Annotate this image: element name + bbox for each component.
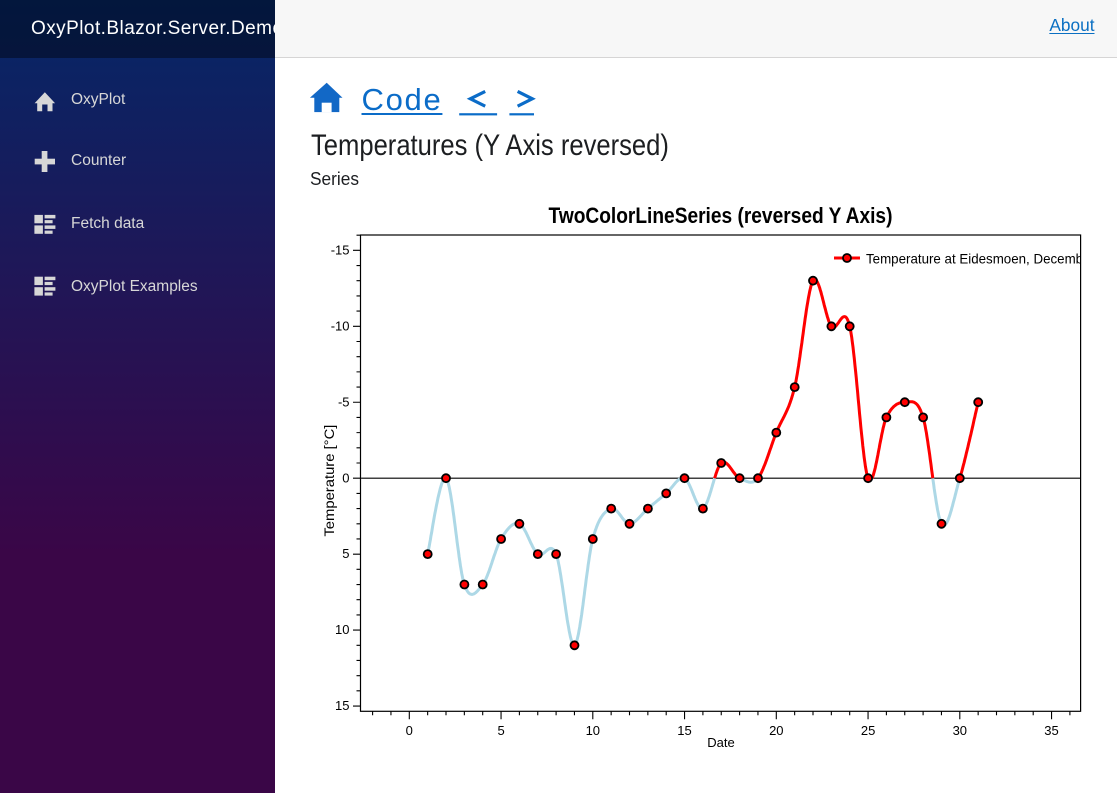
- svg-text:-5: -5: [338, 394, 350, 409]
- svg-text:TwoColorLineSeries (reversed Y: TwoColorLineSeries (reversed Y Axis): [549, 203, 893, 228]
- svg-text:0: 0: [342, 470, 349, 485]
- svg-text:0: 0: [406, 723, 413, 738]
- svg-text:15: 15: [335, 698, 349, 713]
- svg-text:15: 15: [677, 723, 691, 738]
- svg-text:Temperature [°C]: Temperature [°C]: [322, 425, 337, 537]
- svg-text:-10: -10: [331, 318, 350, 333]
- svg-text:30: 30: [953, 723, 967, 738]
- svg-text:Date: Date: [707, 735, 734, 750]
- svg-text:-15: -15: [331, 242, 350, 257]
- svg-text:Temperature at Eidesmoen, Dece: Temperature at Eidesmoen, December 1986.: [866, 250, 1117, 266]
- svg-text:10: 10: [586, 723, 600, 738]
- svg-text:35: 35: [1044, 723, 1058, 738]
- svg-text:10: 10: [335, 622, 349, 637]
- svg-text:25: 25: [861, 723, 875, 738]
- svg-text:5: 5: [497, 723, 504, 738]
- svg-text:20: 20: [769, 723, 783, 738]
- svg-text:5: 5: [342, 546, 349, 561]
